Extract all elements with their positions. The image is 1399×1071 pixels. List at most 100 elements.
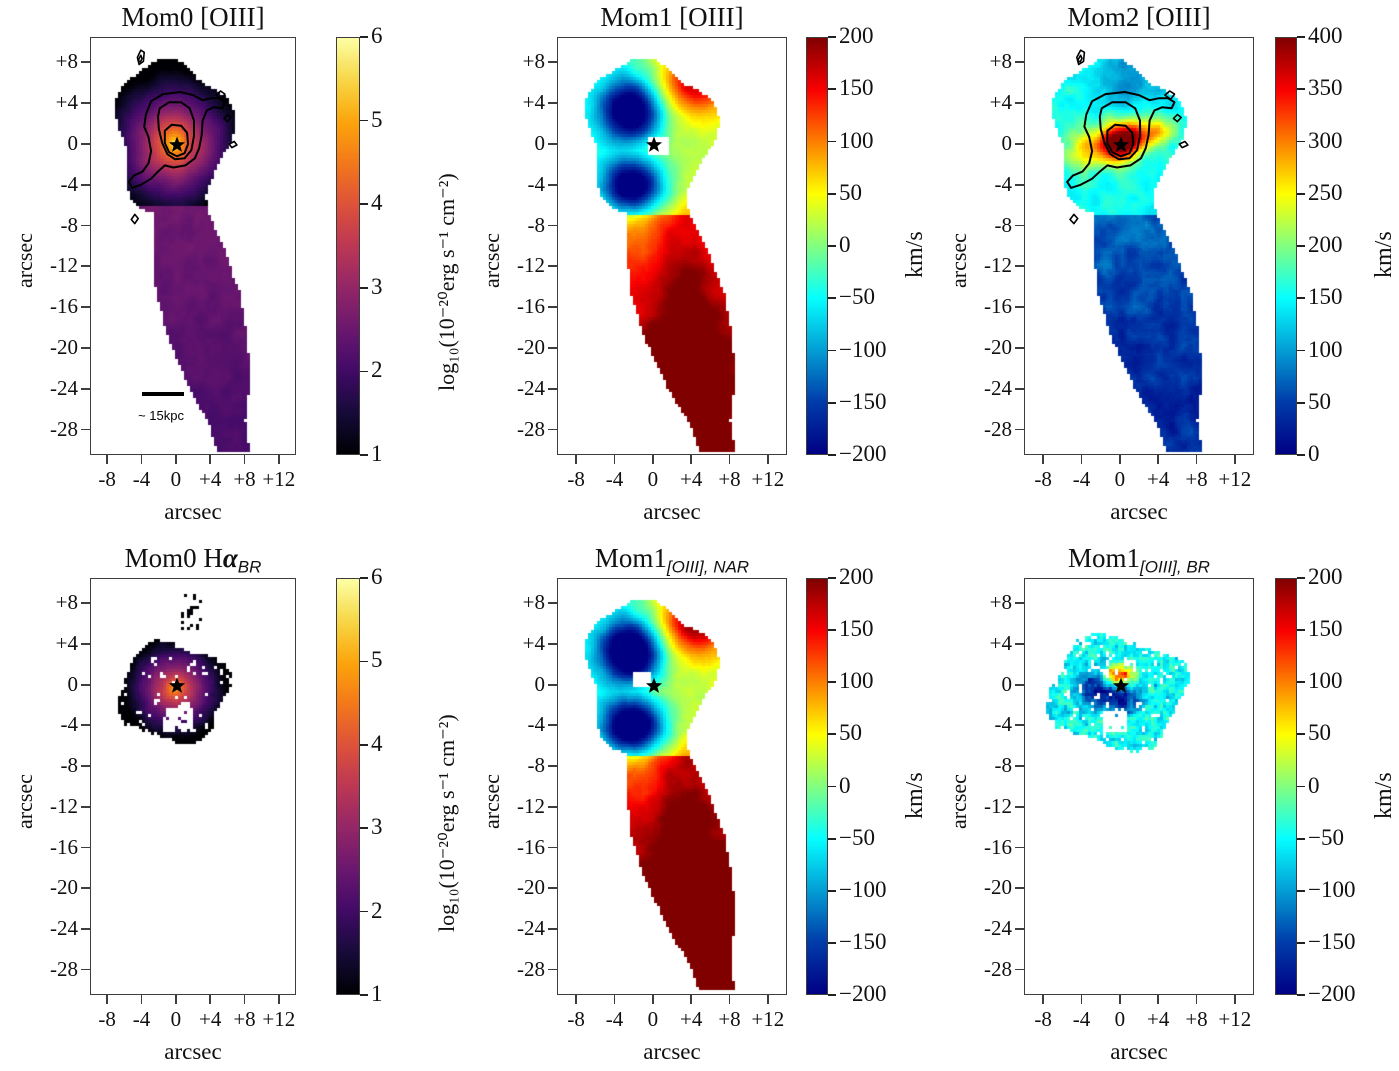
y-tick	[1015, 428, 1024, 431]
y-tick	[1015, 887, 1024, 889]
colorbar-mom1-oiii-nar	[806, 578, 828, 995]
colorbar-tick-label: −200	[1308, 981, 1356, 1006]
colorbar-tick	[360, 743, 368, 746]
colorbar-tick-label: 100	[839, 127, 874, 153]
colorbar-tick	[828, 941, 836, 944]
colorbar-tick	[1297, 245, 1305, 247]
y-tick-label: +4	[55, 90, 78, 115]
x-tick-label: +8	[1185, 467, 1208, 491]
x-tick-label: -4	[605, 467, 624, 491]
x-tick	[1195, 455, 1198, 464]
x-tick-label: -4	[1072, 467, 1091, 491]
x-tick	[728, 455, 731, 464]
colorbar-tick-label: −100	[839, 876, 887, 902]
y-tick-label: -24	[50, 375, 78, 400]
colorbar-tick-label: 200	[1308, 232, 1343, 257]
y-tick-label: -16	[517, 294, 545, 319]
colorbar-tick-label: 5	[371, 647, 383, 673]
colorbar-tick-label: 200	[839, 23, 874, 48]
y-axis-label: arcsec	[12, 773, 37, 829]
y-axis-label: arcsec	[946, 773, 971, 829]
y-tick-label: +4	[522, 90, 545, 115]
x-tick-label: +4	[198, 467, 222, 491]
y-tick-label: -8	[994, 753, 1013, 778]
colorbar-tick	[360, 994, 368, 996]
y-tick	[548, 927, 557, 930]
colorbar-tick-label: 3	[371, 814, 383, 840]
plot-area-mom1-oiii-nar[interactable]	[557, 578, 787, 995]
x-tick	[728, 995, 731, 1004]
y-tick-label: -16	[984, 294, 1012, 319]
x-tick-label: 0	[1114, 467, 1126, 491]
y-tick	[548, 265, 557, 268]
x-tick	[1233, 455, 1236, 464]
colorbar-tick	[828, 994, 836, 996]
x-tick	[1118, 455, 1121, 464]
colorbar-tick-label: −150	[839, 388, 887, 414]
nucleus-star-marker	[1112, 677, 1129, 693]
colorbar-tick	[1297, 629, 1305, 632]
colorbar-tick-label: 300	[1308, 127, 1343, 153]
y-tick-label: -24	[984, 375, 1012, 400]
colorbar-tick	[828, 88, 836, 91]
x-tick	[140, 455, 143, 464]
y-tick	[81, 265, 90, 268]
x-tick	[277, 455, 280, 464]
colorbar-tick	[828, 629, 836, 632]
y-tick	[81, 724, 90, 727]
panel-title-mom1-oiii-nar: Mom1[OIII], NAR	[557, 543, 787, 577]
x-tick	[174, 455, 177, 464]
x-tick-label: +4	[1146, 1007, 1170, 1031]
x-axis-label: arcsec	[643, 1039, 701, 1064]
y-tick	[1015, 224, 1024, 227]
x-tick-label: -4	[1072, 1007, 1091, 1031]
y-tick-label: -28	[984, 416, 1012, 441]
y-tick	[81, 765, 90, 767]
y-tick-label: 0	[534, 131, 546, 156]
colorbar-tick-label: 50	[839, 720, 862, 746]
plot-area-mom2-oiii[interactable]	[1024, 37, 1254, 455]
panel-title-subscript: [OIII], NAR	[666, 557, 750, 577]
colorbar-tick-label: −100	[1308, 876, 1356, 902]
colorbar-label: km/s	[902, 771, 928, 819]
y-tick	[1015, 846, 1024, 849]
map-image-mom2-oiii	[1025, 38, 1253, 454]
colorbar-tick	[1297, 577, 1305, 579]
y-tick-label: -24	[50, 915, 78, 940]
colorbar-tick	[828, 733, 836, 736]
colorbar-tick-label: 200	[839, 564, 874, 589]
colorbar-tick-label: 150	[839, 75, 874, 101]
x-axis-label: arcsec	[1110, 499, 1168, 524]
colorbar-tick-label: 4	[371, 190, 383, 216]
x-tick	[613, 455, 616, 464]
plot-area-mom1-oiii[interactable]	[557, 37, 787, 455]
x-axis-label: arcsec	[643, 499, 701, 524]
y-tick	[548, 428, 557, 431]
x-tick	[1195, 995, 1198, 1004]
colorbar-mom1-oiii	[806, 37, 828, 455]
x-tick	[277, 995, 280, 1004]
contour-overlay-mom0-oiii	[127, 49, 238, 225]
x-tick	[209, 995, 212, 1004]
y-tick	[81, 887, 90, 889]
x-tick-label: +12	[1218, 467, 1252, 491]
colorbar-tick	[1297, 837, 1305, 840]
plot-area-mom1-oiii-br[interactable]	[1024, 578, 1254, 995]
x-tick	[140, 995, 143, 1004]
panel-title-main: Mom0 [OIII]	[121, 2, 265, 32]
plot-area-mom0-halpha-br[interactable]	[90, 578, 296, 995]
map-image-mom1-oiii	[558, 38, 786, 454]
x-tick	[209, 455, 212, 464]
y-tick	[81, 346, 90, 349]
map-image-mom1-oiii-br	[1025, 579, 1253, 994]
colorbar-tick	[828, 401, 836, 404]
x-tick-label: +12	[262, 1007, 296, 1031]
y-tick-label: -8	[527, 753, 546, 778]
y-tick-label: -12	[984, 253, 1012, 278]
plot-area-mom0-oiii[interactable]	[90, 37, 296, 455]
y-tick-label: +4	[522, 631, 545, 656]
colorbar-tick-label: 350	[1308, 75, 1343, 101]
y-tick	[548, 602, 557, 605]
colorbar-tick	[360, 370, 368, 373]
